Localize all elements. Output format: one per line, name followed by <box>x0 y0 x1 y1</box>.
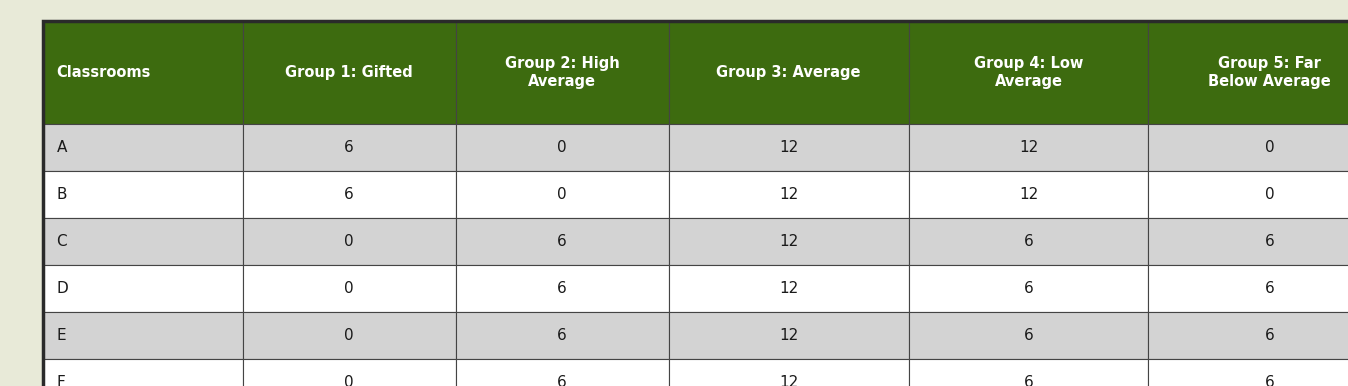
Bar <box>43 171 243 218</box>
Text: 0: 0 <box>1264 140 1275 154</box>
Bar <box>1148 124 1348 171</box>
Text: 12: 12 <box>779 281 798 296</box>
Bar <box>1148 171 1348 218</box>
Bar <box>43 21 243 124</box>
Text: 0: 0 <box>344 375 355 386</box>
Bar <box>243 124 456 171</box>
Text: 0: 0 <box>557 140 568 154</box>
Text: Classrooms: Classrooms <box>57 65 151 80</box>
Text: E: E <box>57 328 66 343</box>
Bar <box>43 218 243 265</box>
Bar <box>1148 359 1348 386</box>
Text: 12: 12 <box>779 234 798 249</box>
Bar <box>43 265 243 312</box>
Text: 12: 12 <box>1019 140 1038 154</box>
Bar <box>909 359 1148 386</box>
Bar <box>243 218 456 265</box>
Text: 6: 6 <box>1264 281 1275 296</box>
Bar <box>909 312 1148 359</box>
Bar <box>456 21 669 124</box>
Bar <box>669 265 909 312</box>
Text: 12: 12 <box>779 187 798 201</box>
Bar <box>669 218 909 265</box>
Text: 6: 6 <box>557 375 568 386</box>
Text: 6: 6 <box>1264 234 1275 249</box>
Text: 6: 6 <box>1264 328 1275 343</box>
Bar <box>1148 265 1348 312</box>
Text: 6: 6 <box>1023 328 1034 343</box>
Bar <box>1148 312 1348 359</box>
Bar <box>1148 21 1348 124</box>
Text: B: B <box>57 187 67 201</box>
Text: 0: 0 <box>344 281 355 296</box>
Text: Group 1: Gifted: Group 1: Gifted <box>286 65 412 80</box>
Text: C: C <box>57 234 67 249</box>
Bar <box>669 171 909 218</box>
Bar <box>456 171 669 218</box>
Bar <box>909 21 1148 124</box>
Bar <box>243 359 456 386</box>
Text: 6: 6 <box>557 328 568 343</box>
Bar <box>243 171 456 218</box>
Text: 6: 6 <box>1023 234 1034 249</box>
Bar <box>909 218 1148 265</box>
Bar <box>456 124 669 171</box>
Text: 6: 6 <box>557 281 568 296</box>
Bar <box>669 124 909 171</box>
Text: 6: 6 <box>1023 281 1034 296</box>
Text: Group 5: Far
Below Average: Group 5: Far Below Average <box>1208 56 1332 88</box>
Bar <box>909 265 1148 312</box>
Text: 12: 12 <box>1019 187 1038 201</box>
Text: Group 3: Average: Group 3: Average <box>716 65 861 80</box>
Text: F: F <box>57 375 65 386</box>
Text: 0: 0 <box>557 187 568 201</box>
Text: 6: 6 <box>344 187 355 201</box>
Text: 6: 6 <box>1023 375 1034 386</box>
Bar <box>909 124 1148 171</box>
Text: Group 2: High
Average: Group 2: High Average <box>504 56 620 88</box>
Bar <box>43 312 243 359</box>
Text: 0: 0 <box>344 234 355 249</box>
Bar <box>43 124 243 171</box>
Bar <box>456 218 669 265</box>
Bar <box>243 312 456 359</box>
Text: 12: 12 <box>779 140 798 154</box>
Text: 12: 12 <box>779 328 798 343</box>
Text: 0: 0 <box>344 328 355 343</box>
Bar <box>669 312 909 359</box>
Bar <box>456 312 669 359</box>
Text: A: A <box>57 140 67 154</box>
Bar <box>909 171 1148 218</box>
Bar <box>456 359 669 386</box>
Text: 6: 6 <box>344 140 355 154</box>
Text: 12: 12 <box>779 375 798 386</box>
Text: 6: 6 <box>557 234 568 249</box>
Bar <box>669 21 909 124</box>
Bar <box>669 359 909 386</box>
Text: 0: 0 <box>1264 187 1275 201</box>
Bar <box>43 359 243 386</box>
Text: 6: 6 <box>1264 375 1275 386</box>
Text: D: D <box>57 281 69 296</box>
Bar <box>243 265 456 312</box>
Bar <box>1148 218 1348 265</box>
Bar <box>243 21 456 124</box>
Text: Group 4: Low
Average: Group 4: Low Average <box>973 56 1084 88</box>
Bar <box>456 265 669 312</box>
